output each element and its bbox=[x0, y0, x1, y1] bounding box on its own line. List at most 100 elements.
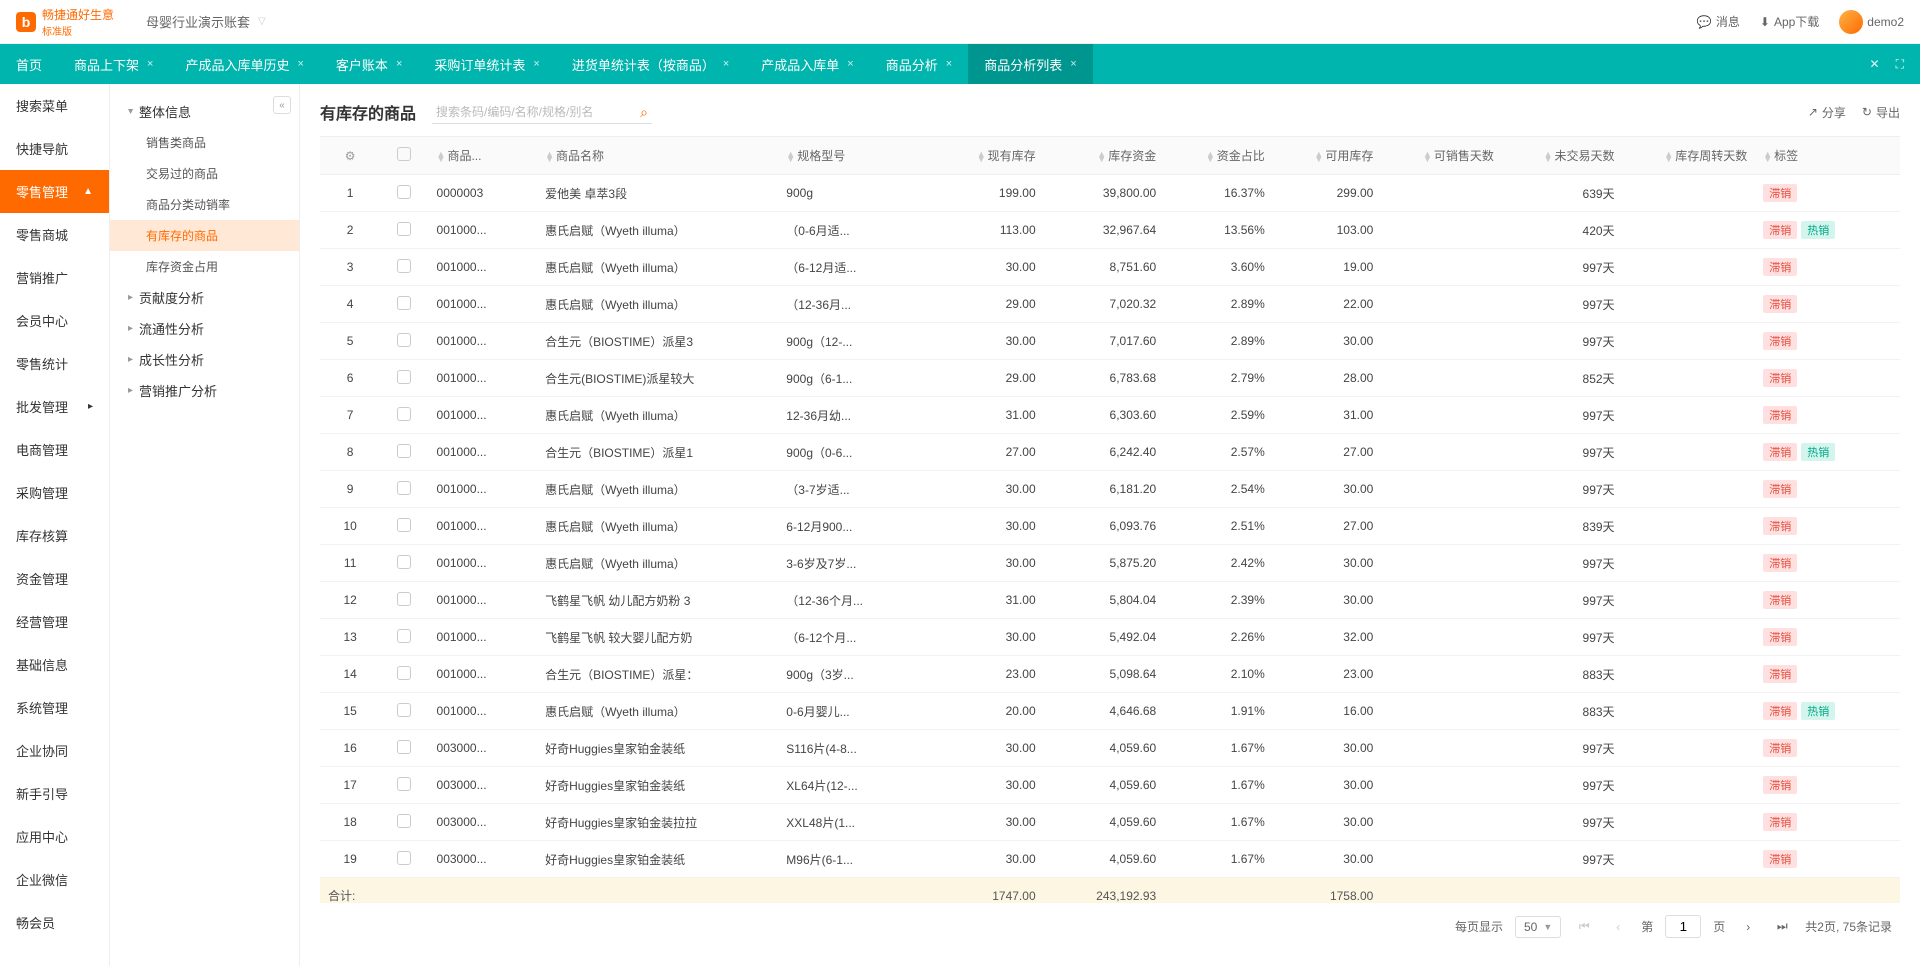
table-row[interactable]: 4001000...惠氏启赋（Wyeth illuma）（12-36月...29… bbox=[320, 286, 1900, 323]
search-icon[interactable]: ⌕ bbox=[640, 104, 648, 121]
nav-item-6[interactable]: 零售统计 bbox=[0, 342, 109, 385]
row-checkbox[interactable] bbox=[397, 407, 411, 421]
nav-item-1[interactable]: 快捷导航 bbox=[0, 127, 109, 170]
table-row[interactable]: 2001000...惠氏启赋（Wyeth illuma）（0-6月适...113… bbox=[320, 212, 1900, 249]
tab-1[interactable]: 商品上下架× bbox=[58, 44, 169, 84]
row-checkbox[interactable] bbox=[397, 370, 411, 384]
row-checkbox[interactable] bbox=[397, 592, 411, 606]
row-checkbox[interactable] bbox=[397, 481, 411, 495]
col-header-11[interactable]: ▲▼库存周转天数 bbox=[1623, 137, 1756, 175]
nav-item-10[interactable]: 库存核算 bbox=[0, 514, 109, 557]
close-icon[interactable]: × bbox=[147, 58, 153, 70]
table-row[interactable]: 8001000...合生元（BIOSTIME）派星1900g（0-6...27.… bbox=[320, 434, 1900, 471]
table-row[interactable]: 13001000...飞鹤星飞帆 较大婴儿配方奶（6-12个月...30.005… bbox=[320, 619, 1900, 656]
nav-item-18[interactable]: 企业微信 bbox=[0, 858, 109, 901]
table-row[interactable]: 11001000...惠氏启赋（Wyeth illuma）3-6岁及7岁...3… bbox=[320, 545, 1900, 582]
tab-5[interactable]: 进货单统计表（按商品）× bbox=[556, 44, 745, 84]
row-checkbox[interactable] bbox=[397, 740, 411, 754]
row-checkbox[interactable] bbox=[397, 185, 411, 199]
tab-6[interactable]: 产成品入库单× bbox=[745, 44, 869, 84]
row-checkbox[interactable] bbox=[397, 629, 411, 643]
share-button[interactable]: ↗ 分享 bbox=[1808, 104, 1846, 121]
col-header-10[interactable]: ▲▼未交易天数 bbox=[1502, 137, 1623, 175]
table-row[interactable]: 3001000...惠氏启赋（Wyeth illuma）（6-12月适...30… bbox=[320, 249, 1900, 286]
table-row[interactable]: 12001000...飞鹤星飞帆 幼儿配方奶粉 3（12-36个月...31.0… bbox=[320, 582, 1900, 619]
page-size-select[interactable]: 50 ▼ bbox=[1515, 916, 1561, 938]
table-row[interactable]: 17003000...好奇Huggies皇家铂金装纸XL64片(12-...30… bbox=[320, 767, 1900, 804]
close-icon[interactable]: × bbox=[1070, 58, 1076, 70]
close-icon[interactable]: × bbox=[396, 58, 402, 70]
close-icon[interactable]: × bbox=[946, 58, 952, 70]
row-checkbox[interactable] bbox=[397, 259, 411, 273]
table-row[interactable]: 9001000...惠氏启赋（Wyeth illuma）（3-7岁适...30.… bbox=[320, 471, 1900, 508]
sub-group-1[interactable]: ▸流通性分析 bbox=[110, 313, 299, 344]
close-icon[interactable]: × bbox=[847, 58, 853, 70]
table-row[interactable]: 7001000...惠氏启赋（Wyeth illuma）12-36月幼...31… bbox=[320, 397, 1900, 434]
close-icon[interactable]: × bbox=[723, 58, 729, 70]
row-checkbox[interactable] bbox=[397, 851, 411, 865]
col-header-5[interactable]: ▲▼现有库存 bbox=[935, 137, 1044, 175]
select-all-checkbox[interactable] bbox=[397, 147, 411, 161]
gear-icon[interactable]: ⚙ bbox=[345, 149, 356, 163]
nav-item-12[interactable]: 经营管理 bbox=[0, 600, 109, 643]
row-checkbox[interactable] bbox=[397, 777, 411, 791]
nav-item-14[interactable]: 系统管理 bbox=[0, 686, 109, 729]
col-header-2[interactable]: ▲▼商品... bbox=[429, 137, 538, 175]
sub-group-0[interactable]: ▸贡献度分析 bbox=[110, 282, 299, 313]
nav-item-9[interactable]: 采购管理 bbox=[0, 471, 109, 514]
col-header-0[interactable]: ⚙ bbox=[320, 137, 380, 175]
sub-group-overall[interactable]: ▸ 整体信息 bbox=[110, 96, 299, 127]
close-icon[interactable]: × bbox=[297, 58, 303, 70]
nav-item-11[interactable]: 资金管理 bbox=[0, 557, 109, 600]
sub-group-3[interactable]: ▸营销推广分析 bbox=[110, 375, 299, 406]
nav-item-3[interactable]: 零售商城 bbox=[0, 213, 109, 256]
col-header-4[interactable]: ▲▼规格型号 bbox=[778, 137, 935, 175]
table-row[interactable]: 15001000...惠氏启赋（Wyeth illuma）0-6月婴儿...20… bbox=[320, 693, 1900, 730]
search-input[interactable] bbox=[432, 101, 652, 124]
tab-8[interactable]: 商品分析列表× bbox=[968, 44, 1092, 84]
row-checkbox[interactable] bbox=[397, 555, 411, 569]
first-page-button[interactable]: ⏮ bbox=[1573, 916, 1595, 938]
app-download-button[interactable]: ⬇ App下载 bbox=[1760, 13, 1819, 30]
table-row[interactable]: 5001000...合生元（BIOSTIME）派星3900g（12-...30.… bbox=[320, 323, 1900, 360]
nav-item-2[interactable]: 零售管理▲ bbox=[0, 170, 109, 213]
user-menu[interactable]: demo2 bbox=[1839, 10, 1904, 34]
row-checkbox[interactable] bbox=[397, 518, 411, 532]
sub-item-3[interactable]: 有库存的商品 bbox=[110, 220, 299, 251]
table-row[interactable]: 6001000...合生元(BIOSTIME)派星较大900g（6-1...29… bbox=[320, 360, 1900, 397]
col-header-3[interactable]: ▲▼商品名称 bbox=[537, 137, 778, 175]
sub-item-2[interactable]: 商品分类动销率 bbox=[110, 189, 299, 220]
row-checkbox[interactable] bbox=[397, 666, 411, 680]
account-selector[interactable]: 母婴行业演示账套 ▽ bbox=[146, 12, 266, 31]
col-header-8[interactable]: ▲▼可用库存 bbox=[1273, 137, 1382, 175]
row-checkbox[interactable] bbox=[397, 814, 411, 828]
table-row[interactable]: 16003000...好奇Huggies皇家铂金装纸S116片(4-8...30… bbox=[320, 730, 1900, 767]
col-header-1[interactable] bbox=[380, 137, 428, 175]
nav-item-8[interactable]: 电商管理 bbox=[0, 428, 109, 471]
tab-0[interactable]: 首页 bbox=[0, 44, 58, 84]
close-icon[interactable]: × bbox=[533, 58, 539, 70]
row-checkbox[interactable] bbox=[397, 222, 411, 236]
tab-4[interactable]: 采购订单统计表× bbox=[418, 44, 555, 84]
nav-item-16[interactable]: 新手引导 bbox=[0, 772, 109, 815]
col-header-9[interactable]: ▲▼可销售天数 bbox=[1381, 137, 1502, 175]
nav-item-15[interactable]: 企业协同 bbox=[0, 729, 109, 772]
table-row[interactable]: 19003000...好奇Huggies皇家铂金装纸M96片(6-1...30.… bbox=[320, 841, 1900, 878]
row-checkbox[interactable] bbox=[397, 444, 411, 458]
tab-2[interactable]: 产成品入库单历史× bbox=[169, 44, 319, 84]
row-checkbox[interactable] bbox=[397, 296, 411, 310]
message-button[interactable]: 💬 消息 bbox=[1697, 13, 1740, 30]
last-page-button[interactable]: ⏭ bbox=[1771, 916, 1793, 938]
table-row[interactable]: 18003000...好奇Huggies皇家铂金装拉拉XXL48片(1...30… bbox=[320, 804, 1900, 841]
table-row[interactable]: 14001000...合生元（BIOSTIME）派星：900g（3岁...23.… bbox=[320, 656, 1900, 693]
row-checkbox[interactable] bbox=[397, 703, 411, 717]
page-input[interactable] bbox=[1665, 915, 1701, 938]
fullscreen-icon[interactable]: ⛶ bbox=[1896, 57, 1904, 72]
table-row[interactable]: 10000003爱他美 卓萃3段900g199.0039,800.0016.37… bbox=[320, 175, 1900, 212]
table-row[interactable]: 10001000...惠氏启赋（Wyeth illuma）6-12月900...… bbox=[320, 508, 1900, 545]
tab-3[interactable]: 客户账本× bbox=[320, 44, 418, 84]
sub-item-0[interactable]: 销售类商品 bbox=[110, 127, 299, 158]
nav-item-19[interactable]: 畅会员 bbox=[0, 901, 109, 944]
col-header-6[interactable]: ▲▼库存资金 bbox=[1044, 137, 1165, 175]
col-header-12[interactable]: ▲▼标签 bbox=[1755, 137, 1900, 175]
